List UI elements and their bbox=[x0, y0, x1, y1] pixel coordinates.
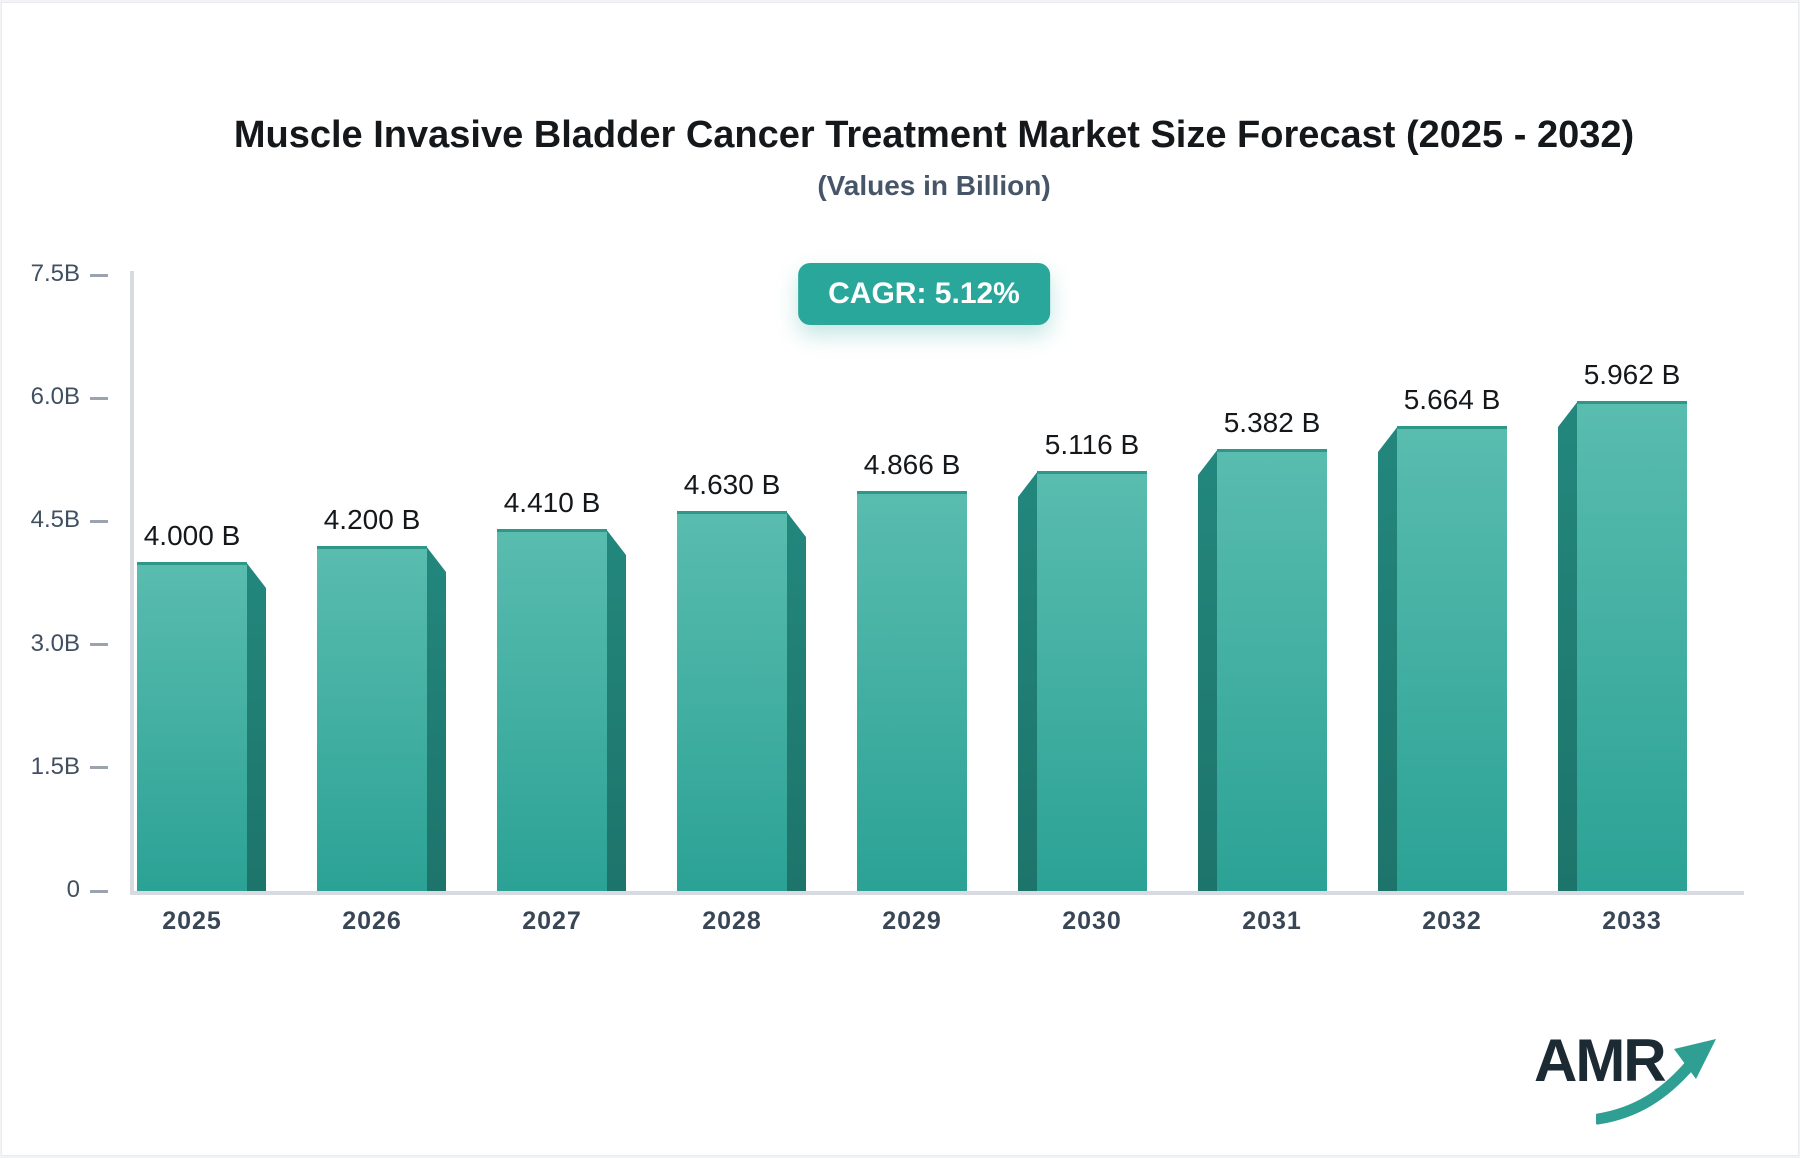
y-axis-tick bbox=[90, 519, 108, 523]
cagr-badge-label: CAGR: 5.12% bbox=[828, 277, 1020, 310]
x-axis-tick-label: 2029 bbox=[882, 907, 942, 935]
y-axis-tick-label: 6.0B bbox=[30, 383, 80, 411]
bar-2025 bbox=[137, 562, 247, 891]
y-axis-tick-label: 0 bbox=[66, 876, 80, 903]
bar-side-3d bbox=[426, 546, 446, 891]
bar-side-3d bbox=[246, 562, 266, 891]
y-axis-tick-label: 4.5B bbox=[30, 506, 80, 534]
bar-side-3d bbox=[1558, 401, 1578, 891]
bar-value-label: 4.410 B bbox=[503, 487, 601, 518]
bar-side-3d bbox=[1378, 426, 1398, 891]
x-axis-tick-label: 2031 bbox=[1242, 907, 1302, 935]
y-axis-tick-label: 3.0B bbox=[30, 629, 80, 657]
bar-side-3d bbox=[606, 529, 626, 891]
x-axis-tick-label: 2028 bbox=[702, 907, 762, 935]
bar-value-label: 5.382 B bbox=[1223, 407, 1321, 438]
x-axis-tick-label: 2027 bbox=[522, 907, 582, 935]
bar-side-3d bbox=[1018, 471, 1038, 891]
bar-side-3d bbox=[1198, 449, 1218, 891]
x-axis-tick-label: 2030 bbox=[1062, 907, 1122, 935]
bar-2029 bbox=[857, 491, 967, 891]
x-axis-tick-label: 2032 bbox=[1422, 907, 1482, 935]
y-axis-tick-label: 1.5B bbox=[30, 752, 80, 780]
cagr-badge: CAGR: 5.12% bbox=[798, 263, 1050, 325]
bar-2030 bbox=[1037, 471, 1147, 891]
bar-side-3d bbox=[786, 511, 806, 891]
y-axis-tick bbox=[90, 396, 108, 400]
bar-2033 bbox=[1577, 401, 1687, 891]
y-axis-line bbox=[130, 271, 134, 895]
x-axis-tick-label: 2026 bbox=[342, 907, 402, 935]
bar-2032 bbox=[1397, 426, 1507, 891]
bar-value-label: 4.200 B bbox=[323, 504, 421, 535]
y-axis-tick-label: 7.5B bbox=[30, 260, 80, 287]
x-axis-baseline bbox=[130, 891, 1744, 895]
bar-2031 bbox=[1217, 449, 1327, 891]
y-axis-tick bbox=[90, 766, 108, 770]
bar-value-label: 5.962 B bbox=[1583, 359, 1681, 390]
y-axis-tick bbox=[90, 273, 108, 277]
chart-title: Muscle Invasive Bladder Cancer Treatment… bbox=[233, 114, 1635, 156]
bar-chart: 7.5B 6.0B 4.5B 3.0B 1.5B 0 4.000 B 2025 4.200 B 2… bbox=[2, 3, 1798, 1155]
growth-arrow-icon bbox=[1596, 1039, 1716, 1125]
bar-2028 bbox=[677, 511, 787, 891]
bar-value-label: 4.630 B bbox=[683, 469, 781, 500]
bar-value-label: 5.116 B bbox=[1044, 429, 1140, 460]
bar-2027 bbox=[497, 529, 607, 891]
x-axis-tick-label: 2025 bbox=[162, 907, 222, 935]
chart-subtitle: (Values in Billion) bbox=[817, 170, 1051, 201]
amr-logo: AMR bbox=[1534, 1029, 1750, 1129]
bar-value-label: 5.664 B bbox=[1403, 384, 1501, 415]
amr-logo-text: AMR bbox=[1534, 1027, 1667, 1094]
y-axis-tick bbox=[90, 643, 108, 647]
bar-value-label: 4.000 B bbox=[143, 520, 241, 551]
y-axis-tick bbox=[90, 889, 108, 893]
bar-value-label: 4.866 B bbox=[863, 449, 961, 480]
x-axis-tick-label: 2033 bbox=[1602, 907, 1662, 935]
bar-2026 bbox=[317, 546, 427, 891]
